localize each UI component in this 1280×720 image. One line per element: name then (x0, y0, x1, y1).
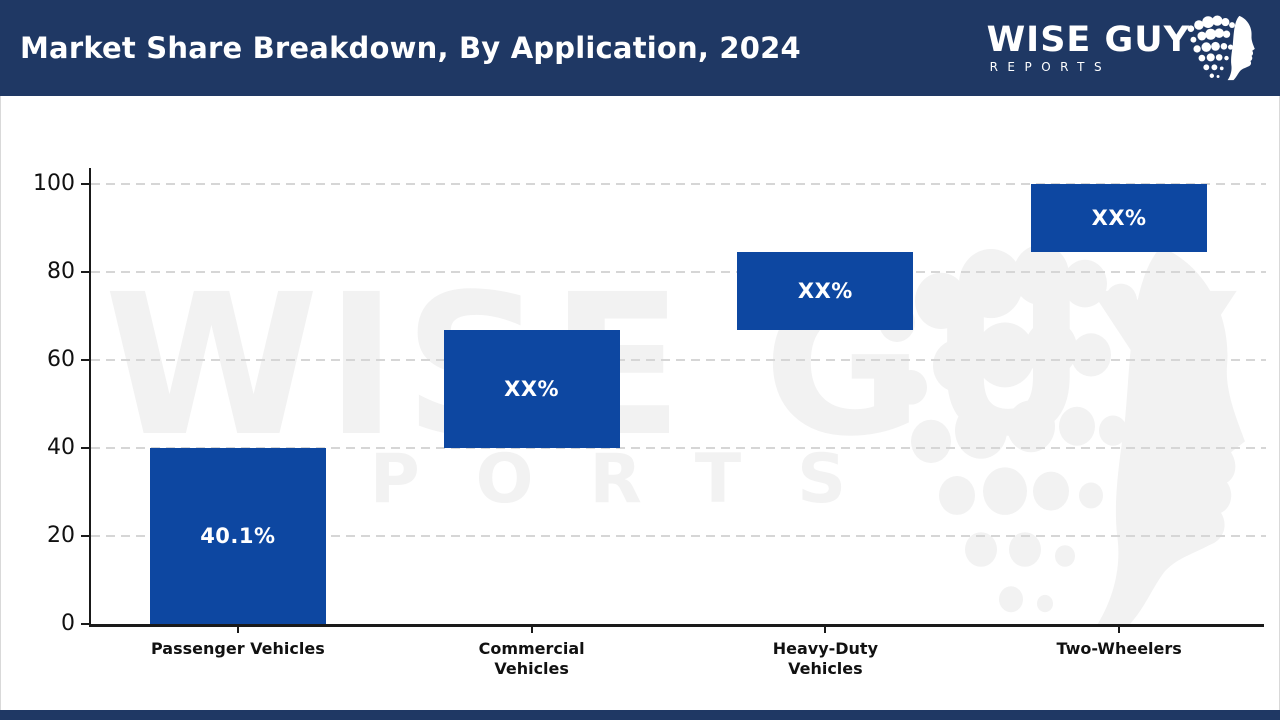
gridline-y-100 (91, 183, 1266, 185)
y-tick-label-40: 40 (47, 435, 75, 460)
x-category-label-line: Two-Wheelers (1056, 639, 1182, 658)
x-tick-mark-passenger-vehicles (236, 627, 239, 633)
y-tick-mark-40 (81, 447, 89, 449)
y-tick-label-60: 60 (47, 347, 75, 372)
bar-value-label-heavy-duty-vehicles: XX% (797, 279, 853, 304)
bar-passenger-vehicles: 40.1% (149, 447, 326, 624)
x-category-label-line: Vehicles (788, 659, 863, 678)
x-tick-mark-heavy-duty-vehicles (824, 627, 827, 633)
gridline-y-20 (91, 535, 1266, 537)
page-title: Market Share Breakdown, By Application, … (20, 31, 801, 65)
bar-two-wheelers: XX% (1031, 184, 1208, 253)
x-category-label-line: Vehicles (494, 659, 569, 678)
y-tick-label-0: 0 (61, 611, 75, 636)
x-category-label-line: Passenger Vehicles (151, 639, 325, 658)
x-category-label-line: Commercial (478, 639, 585, 658)
x-category-label-heavy-duty-vehicles: Heavy-Duty Vehicles (695, 639, 955, 679)
chart-area: WISE GUY REPORTS 0 20 40 60 80 100 40.1% Passen… (0, 96, 1280, 710)
plot-area: 0 20 40 60 80 100 40.1% Passenger Vehicles XX% Co… (33, 168, 1266, 678)
bar-value-label-passenger-vehicles: 40.1% (200, 523, 276, 548)
footer-bar (0, 710, 1280, 720)
y-tick-mark-20 (81, 535, 89, 537)
wise-guy-face-icon (1187, 15, 1255, 81)
brand-text: WISE GUY REPORTS (987, 22, 1190, 74)
y-tick-label-80: 80 (47, 259, 75, 284)
y-tick-mark-100 (81, 183, 89, 185)
brand-logo: WISE GUY REPORTS (987, 14, 1258, 82)
x-tick-mark-two-wheelers (1118, 627, 1121, 633)
x-category-label-two-wheelers: Two-Wheelers (989, 639, 1249, 659)
y-tick-label-20: 20 (47, 523, 75, 548)
y-tick-label-100: 100 (33, 171, 75, 196)
bar-value-label-two-wheelers: XX% (1091, 206, 1147, 231)
x-tick-mark-commercial-vehicles (530, 627, 533, 633)
gridline-y-80 (91, 271, 1266, 273)
bar-commercial-vehicles: XX% (443, 330, 620, 448)
brand-subtitle: REPORTS (989, 60, 1112, 74)
x-category-label-commercial-vehicles: Commercial Vehicles (402, 639, 662, 679)
y-tick-mark-80 (81, 271, 89, 273)
bar-heavy-duty-vehicles: XX% (737, 252, 914, 331)
bar-value-label-commercial-vehicles: XX% (504, 376, 560, 401)
header-bar: Market Share Breakdown, By Application, … (0, 0, 1280, 96)
x-category-label-line: Heavy-Duty (772, 639, 879, 658)
y-tick-mark-0 (81, 623, 89, 625)
y-tick-mark-60 (81, 359, 89, 361)
x-category-label-passenger-vehicles: Passenger Vehicles (108, 639, 368, 659)
gridline-y-40 (91, 447, 1266, 449)
brand-name: WISE GUY (986, 20, 1190, 60)
gridline-y-60 (91, 359, 1266, 361)
